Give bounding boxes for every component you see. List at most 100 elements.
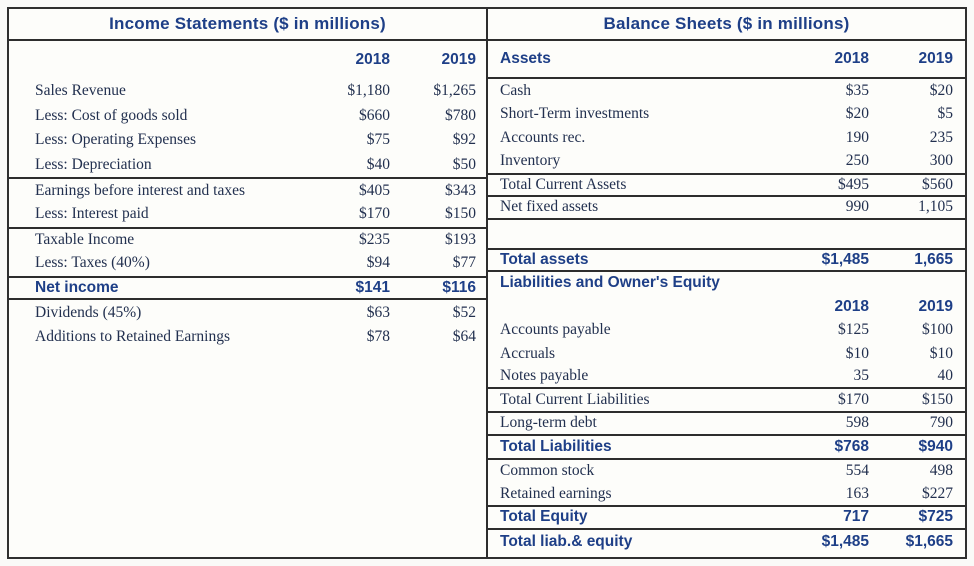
- cell-2019: $50: [452, 156, 476, 174]
- balance-row-cash: Cash $35 $20: [488, 79, 965, 103]
- row-label: Short-Term investments: [500, 105, 650, 123]
- cell-2018: $10: [845, 344, 869, 362]
- row-label: Less: Cost of goods sold: [35, 106, 188, 124]
- cell-2019: $10: [929, 344, 953, 362]
- balance-row-total-assets: Total assets $1,485 1,665: [488, 248, 965, 272]
- cell-2018: $75: [366, 131, 390, 149]
- balance-row-total-liabilities: Total Liabilities $768 $940: [488, 436, 965, 460]
- cell-2019: $193: [445, 230, 476, 248]
- income-row-sales-revenue: Sales Revenue $1,180 $1,265: [9, 79, 486, 104]
- income-row-dividends: Dividends (45%) $63 $52: [9, 300, 486, 325]
- cell-2018: $235: [359, 230, 390, 248]
- balance-assets-header-row: Assets 2018 2019: [488, 41, 965, 79]
- balance-year-header-row: 2018 2019: [488, 295, 965, 319]
- cell-2018: 35: [853, 367, 870, 385]
- year-2018-header: 2018: [834, 50, 869, 67]
- cell-2019: 790: [929, 414, 953, 432]
- cell-2019: $940: [918, 437, 953, 455]
- balance-row-total-current-liabilities: Total Current Liabilities $170 $150: [488, 389, 965, 413]
- balance-row-accounts-receivable: Accounts rec. 190 235: [488, 126, 965, 150]
- row-label: Net income: [35, 279, 119, 297]
- row-label: Retained earnings: [500, 484, 612, 502]
- cell-2019: $92: [452, 131, 476, 149]
- cell-2018: $768: [834, 437, 869, 455]
- balance-row-net-fixed-assets: Net fixed assets 990 1,105: [488, 197, 965, 220]
- row-label: Net fixed assets: [500, 198, 599, 216]
- cell-2019: $52: [452, 303, 476, 321]
- row-label: Less: Operating Expenses: [35, 131, 196, 149]
- row-label: Total liab.& equity: [500, 532, 633, 550]
- cell-2018: 190: [845, 128, 869, 146]
- income-row-taxable-income: Taxable Income $235 $193: [9, 226, 486, 252]
- income-row-depreciation: Less: Depreciation $40 $50: [9, 153, 486, 178]
- balance-row-short-term-investments: Short-Term investments $20 $5: [488, 103, 965, 127]
- cell-2019: 1,105: [918, 198, 953, 216]
- cell-2018: $170: [359, 205, 390, 223]
- cell-2019: $150: [445, 205, 476, 223]
- spacer-row: [488, 220, 965, 248]
- balance-row-common-stock: Common stock 554 498: [488, 460, 965, 484]
- cell-2019: $1,265: [433, 82, 476, 100]
- cell-2018: $1,485: [821, 532, 869, 550]
- year-2019-header: 2019: [441, 51, 476, 68]
- row-label: Long-term debt: [500, 414, 597, 432]
- cell-2018: $35: [845, 81, 869, 99]
- income-statement-panel: Income Statements ($ in millions) 2018 2…: [9, 9, 488, 557]
- cell-2018: $660: [359, 106, 390, 124]
- balance-row-total-equity: Total Equity 717 $725: [488, 507, 965, 530]
- cell-2018: $1,180: [347, 82, 390, 100]
- balance-sheet-title: Balance Sheets ($ in millions): [488, 9, 965, 41]
- balance-row-retained-earnings: Retained earnings 163 $227: [488, 483, 965, 507]
- cell-2018: $94: [366, 254, 390, 272]
- cell-2019: $780: [445, 106, 476, 124]
- row-label: Less: Interest paid: [35, 205, 149, 223]
- row-label: Notes payable: [500, 367, 589, 385]
- row-label: Common stock: [500, 462, 595, 480]
- income-statement-table: 2018 2019 Sales Revenue $1,180 $1,265 Le…: [9, 41, 486, 557]
- row-label: Taxable Income: [35, 230, 135, 248]
- financial-statements-sheet: Income Statements ($ in millions) 2018 2…: [7, 7, 967, 559]
- income-row-cogs: Less: Cost of goods sold $660 $780: [9, 104, 486, 129]
- balance-row-inventory: Inventory 250 300: [488, 150, 965, 174]
- cell-2018: 250: [845, 152, 869, 170]
- cell-2019: 300: [929, 152, 953, 170]
- cell-2019: $116: [442, 279, 476, 297]
- year-2019-header: 2019: [918, 297, 953, 315]
- cell-2019: $725: [918, 508, 953, 526]
- row-label: Total Current Liabilities: [500, 390, 650, 408]
- row-label: Total Liabilities: [500, 437, 612, 455]
- cell-2018: 717: [843, 508, 869, 526]
- balance-row-accruals: Accruals $10 $10: [488, 342, 965, 366]
- balance-row-accounts-payable: Accounts payable $125 $100: [488, 319, 965, 343]
- balance-sheet-panel: Balance Sheets ($ in millions) Assets 20…: [488, 9, 965, 557]
- assets-section-label: Assets: [500, 50, 551, 67]
- income-row-interest-paid: Less: Interest paid $170 $150: [9, 202, 486, 227]
- cell-2018: $20: [845, 105, 869, 123]
- cell-2019: $20: [929, 81, 953, 99]
- income-statement-title: Income Statements ($ in millions): [9, 9, 486, 41]
- cell-2019: 40: [937, 367, 954, 385]
- balance-row-total-liab-and-equity: Total liab.& equity $1,485 $1,665: [488, 530, 965, 554]
- cell-2019: 235: [929, 128, 953, 146]
- year-2019-header: 2019: [918, 50, 953, 67]
- cell-2019: 498: [929, 462, 953, 480]
- income-row-ebit: Earnings before interest and taxes $405 …: [9, 177, 486, 202]
- row-label: Inventory: [500, 152, 561, 170]
- income-year-header-row: 2018 2019: [9, 41, 486, 79]
- row-label: Less: Depreciation: [35, 156, 152, 174]
- cell-2018: $141: [355, 279, 390, 297]
- cell-2019: $343: [445, 181, 476, 199]
- cell-2018: 598: [845, 414, 869, 432]
- cell-2019: $1,665: [905, 532, 953, 550]
- cell-2019: $5: [937, 105, 954, 123]
- cell-2019: $64: [452, 328, 476, 346]
- cell-2018: $170: [838, 390, 869, 408]
- cell-2018: $78: [366, 328, 390, 346]
- row-label: Less: Taxes (40%): [35, 254, 150, 272]
- cell-2018: $40: [366, 156, 390, 174]
- balance-sheet-table: Assets 2018 2019 Cash $35 $20 Short-Term…: [488, 41, 965, 557]
- row-label: Total Equity: [500, 508, 588, 526]
- cell-2018: $125: [838, 321, 869, 339]
- cell-2019: $560: [922, 175, 953, 193]
- row-label: Dividends (45%): [35, 303, 142, 321]
